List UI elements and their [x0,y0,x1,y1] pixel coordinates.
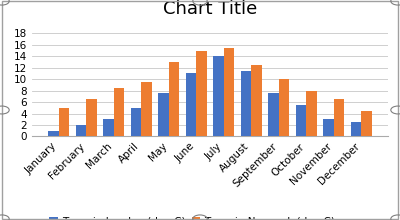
Bar [103,119,114,136]
Bar [59,108,69,136]
Bar [224,48,234,136]
Bar [268,94,279,136]
Bar [141,82,152,136]
Bar [186,73,196,136]
Bar [158,94,169,136]
Bar [196,51,207,136]
Title: Chart Title: Chart Title [163,0,257,18]
Bar [251,65,262,136]
Bar [169,62,179,136]
Bar [213,56,224,136]
Bar [241,71,251,136]
Bar [279,79,289,136]
Bar [131,108,141,136]
Bar [351,122,361,136]
Bar [361,111,372,136]
Bar [323,119,334,136]
Bar [114,88,124,136]
Legend: Temp in London (deg C), Temp in Newyork (deg C): Temp in London (deg C), Temp in Newyork … [45,213,339,220]
Bar [296,105,306,136]
Bar [48,131,59,136]
Bar [306,91,317,136]
Bar [76,125,86,136]
Bar [86,99,97,136]
Bar [334,99,344,136]
